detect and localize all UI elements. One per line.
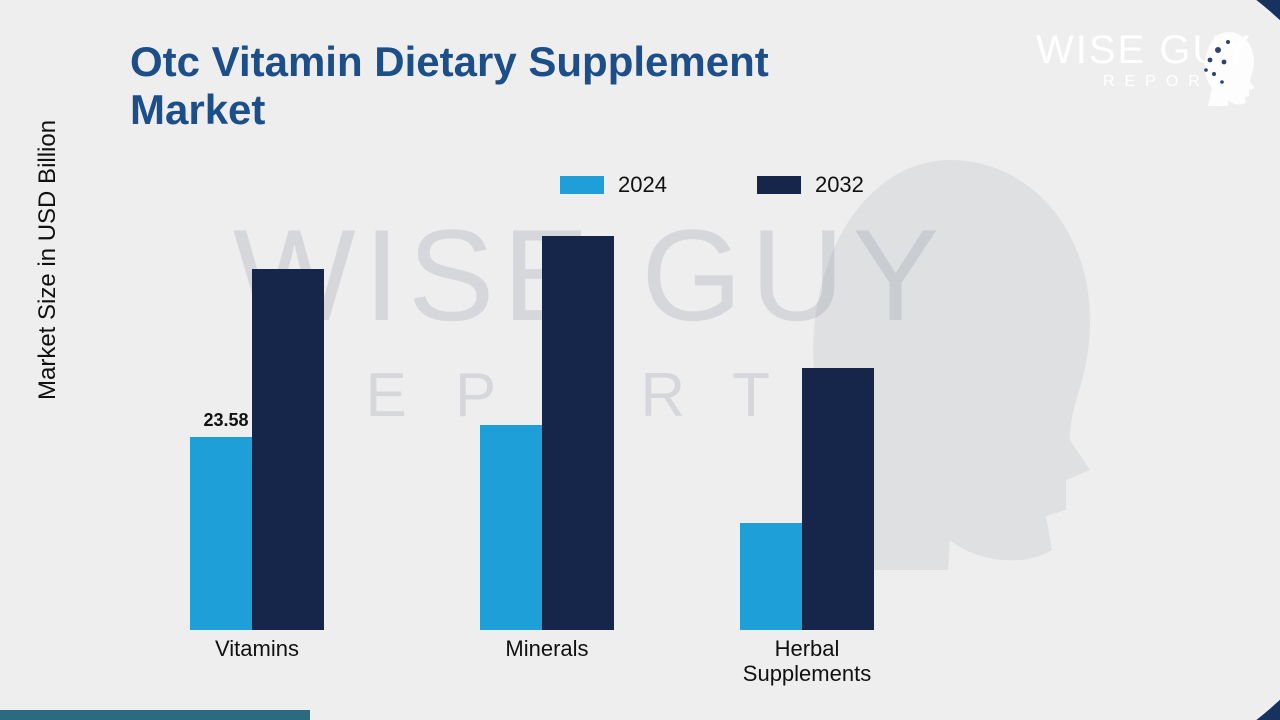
legend-label-2024: 2024 xyxy=(618,172,667,198)
legend-item-2032: 2032 xyxy=(757,172,864,198)
y-axis-label: Market Size in USD Billion xyxy=(34,120,62,400)
brand-logo: WISE GUY REPORTS xyxy=(1036,30,1252,90)
bar-minerals-2032 xyxy=(542,236,614,630)
legend-label-2032: 2032 xyxy=(815,172,864,198)
legend: 2024 2032 xyxy=(560,172,864,198)
chart-canvas: WISE GUY REPORTS WISE GUY REPORTS Otc Vi… xyxy=(0,0,1280,720)
category-label: HerbalSupplements xyxy=(697,636,917,687)
chart-title: Otc Vitamin Dietary Supplement Market xyxy=(130,38,890,135)
bottom-accent-bar xyxy=(0,710,310,720)
legend-swatch-2032 xyxy=(757,176,801,194)
legend-swatch-2024 xyxy=(560,176,604,194)
bar-herbal-supplements-2032 xyxy=(802,368,874,630)
category-label: Vitamins xyxy=(147,636,367,661)
plot-area: 23.58VitaminsMineralsHerbalSupplements xyxy=(120,220,940,630)
bar-vitamins-2032 xyxy=(252,269,324,630)
legend-item-2024: 2024 xyxy=(560,172,667,198)
category-label: Minerals xyxy=(437,636,657,661)
logo-head-icon xyxy=(1194,30,1258,106)
